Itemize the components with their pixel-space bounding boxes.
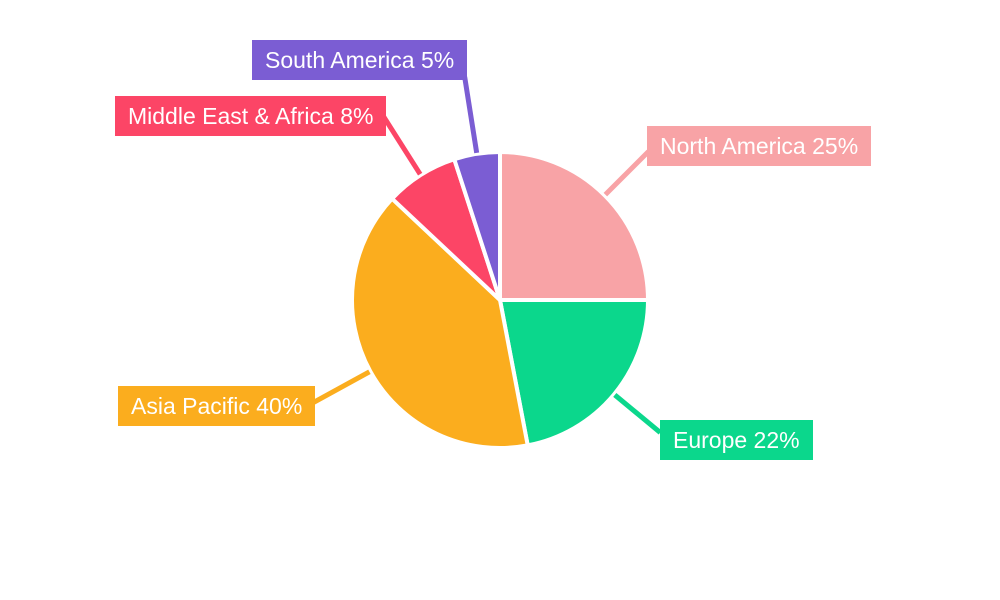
pie-label-south-america: South America 5% <box>252 40 468 80</box>
pie-label-europe: Europe 22% <box>660 420 813 460</box>
pie-label-north-america: North America 25% <box>647 126 872 166</box>
leader-line-south-america <box>462 76 480 154</box>
leader-line-middle-east-africa <box>380 112 423 176</box>
leader-line-asia-pacific <box>312 369 371 405</box>
pie-label-middle-east-africa: Middle East & Africa 8% <box>115 96 387 136</box>
pie-slice-asia-pacific <box>350 196 530 450</box>
leader-line-north-america <box>603 149 651 197</box>
leader-line-europe <box>613 393 662 435</box>
pie-slice-south-america <box>452 150 502 302</box>
pie-label-asia-pacific: Asia Pacific 40% <box>118 386 316 426</box>
pie-slice-europe <box>498 298 650 448</box>
pie-slice-north-america <box>498 150 650 302</box>
